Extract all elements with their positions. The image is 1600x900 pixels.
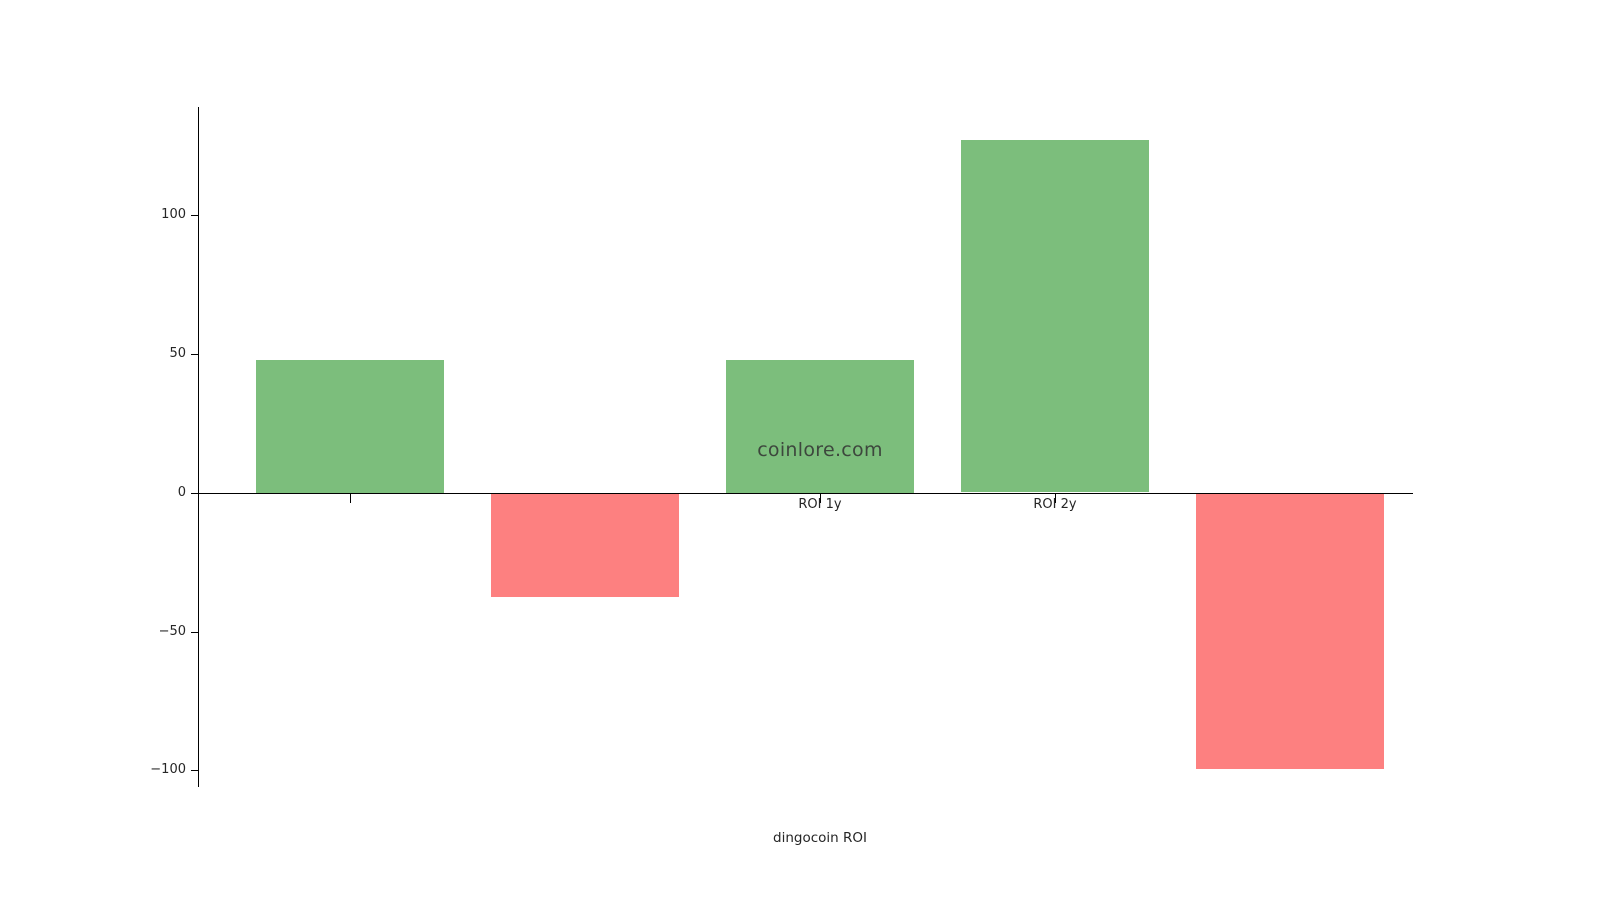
bar-unlabeled-1 — [256, 360, 444, 493]
y-tick-label: 100 — [161, 207, 186, 222]
y-tick — [191, 632, 198, 633]
y-tick — [191, 770, 198, 771]
y-tick — [191, 354, 198, 355]
bar-unlabeled-5 — [1196, 494, 1384, 769]
y-tick-label: 0 — [177, 485, 186, 500]
x-tick — [1055, 493, 1056, 503]
x-axis-zero-line — [199, 493, 1413, 494]
y-axis — [198, 107, 199, 787]
y-tick — [191, 215, 198, 216]
bar-unlabeled-2 — [491, 494, 679, 597]
watermark: coinlore.com — [757, 439, 883, 461]
x-tick — [820, 493, 821, 503]
y-tick-label: −50 — [158, 624, 186, 639]
chart-title: dingocoin ROI — [773, 830, 867, 846]
y-tick-label: −100 — [150, 762, 186, 777]
bar-roi-2y — [961, 140, 1149, 492]
y-tick — [191, 493, 198, 494]
x-tick-label: ROI 1y — [798, 497, 842, 512]
x-tick — [350, 493, 351, 503]
y-tick-label: 50 — [169, 346, 186, 361]
x-tick-label: ROI 2y — [1033, 497, 1077, 512]
bar-roi-1y — [726, 360, 914, 493]
